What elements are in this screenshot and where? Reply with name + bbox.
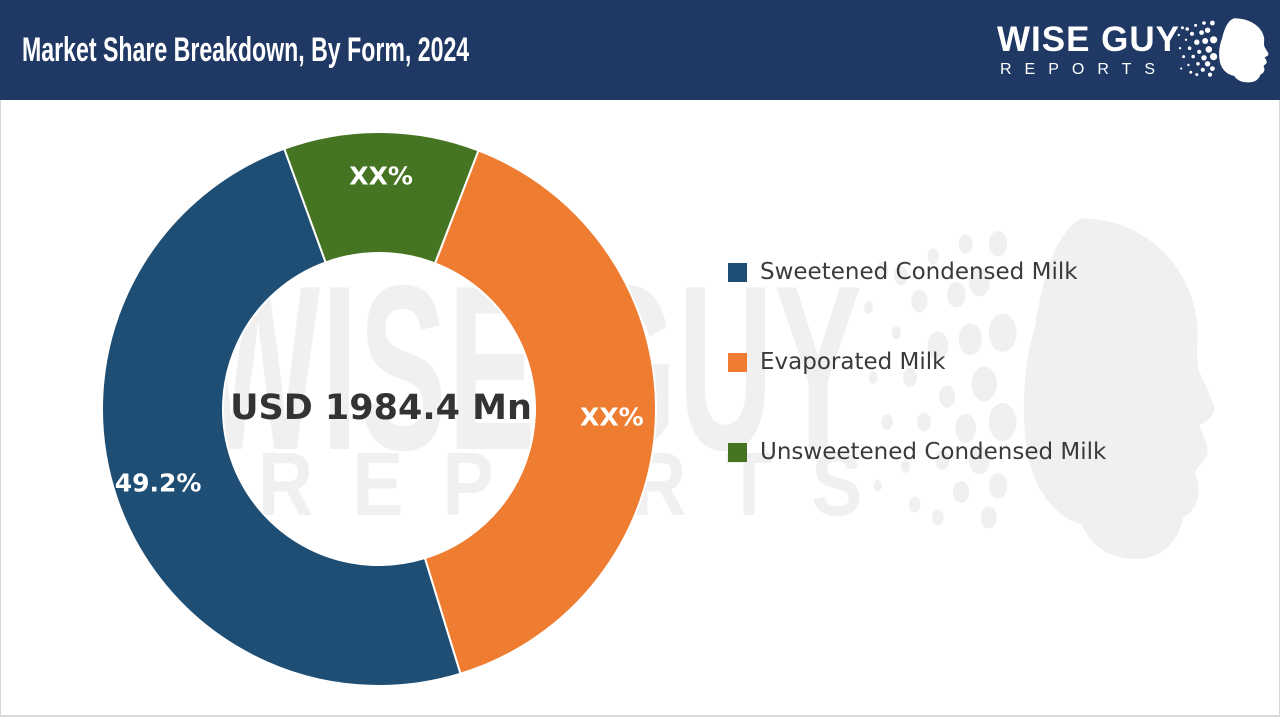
legend-swatch xyxy=(728,262,747,282)
logo-line1: WISE GUY xyxy=(996,20,1180,59)
header-bar: Market Share Breakdown, By Form, 2024 WI… xyxy=(0,0,1280,100)
page-title: Market Share Breakdown, By Form, 2024 xyxy=(22,30,470,69)
watermark-face-icon xyxy=(863,218,1215,559)
legend: Sweetened Condensed Milk Evaporated Milk U… xyxy=(728,259,1106,465)
logo-face-icon xyxy=(1177,18,1269,83)
legend-item: Unsweetened Condensed Milk xyxy=(728,439,1106,465)
logo-line2: REPORTS xyxy=(999,61,1169,78)
wise-guy-logo: WISE GUY REPORTS xyxy=(997,17,1270,83)
legend-swatch xyxy=(728,352,747,372)
slice-percentage-label: 49.2% xyxy=(115,469,202,498)
logo-text: WISE GUY REPORTS xyxy=(997,22,1180,78)
legend-item-label: Unsweetened Condensed Milk xyxy=(760,439,1107,465)
legend-item-label: Evaporated Milk xyxy=(760,349,946,375)
legend-item: Evaporated Milk xyxy=(728,349,1106,375)
legend-item: Sweetened Condensed Milk xyxy=(728,259,1106,285)
legend-swatch xyxy=(728,442,747,462)
legend-item-label: Sweetened Condensed Milk xyxy=(760,259,1078,285)
slice-percentage-label: XX% xyxy=(349,162,413,191)
